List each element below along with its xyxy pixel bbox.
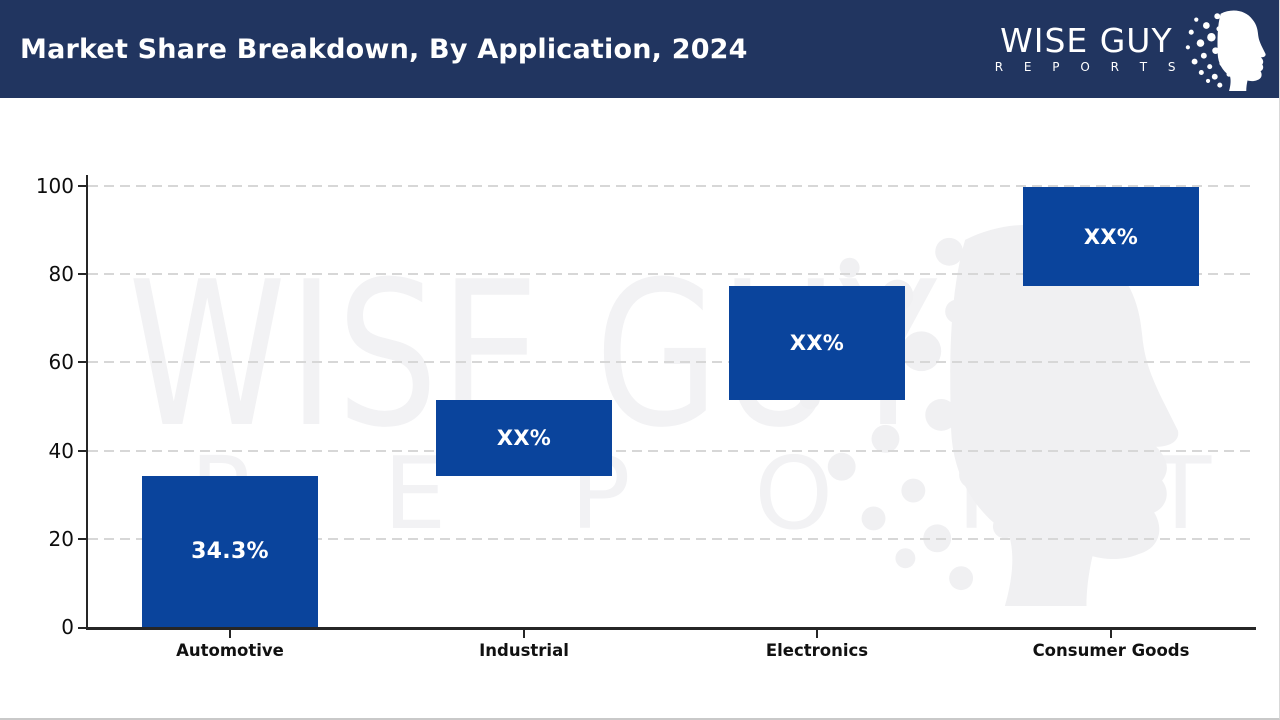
brand-logo: WISE GUY R E P O R T S xyxy=(989,6,1266,92)
gridline-60 xyxy=(88,361,1255,363)
x-axis-line xyxy=(86,627,1256,630)
x-tick xyxy=(1110,630,1112,638)
y-tick-label: 100 xyxy=(35,174,74,198)
y-tick-label: 60 xyxy=(48,350,74,374)
bar-electronics: XX% xyxy=(729,286,905,400)
y-axis-line xyxy=(86,175,88,627)
y-tick xyxy=(78,273,86,275)
page-title: Market Share Breakdown, By Application, … xyxy=(20,33,748,65)
plot-area: WISE GUY R E P O R T S 100 80 60 40 20 0… xyxy=(0,98,1279,718)
y-tick-label: 40 xyxy=(48,439,74,463)
header: Market Share Breakdown, By Application, … xyxy=(0,0,1279,98)
bar-industrial: XX% xyxy=(436,400,612,476)
x-label-electronics: Electronics xyxy=(765,641,869,660)
gridline-80 xyxy=(88,273,1255,275)
x-tick xyxy=(229,630,231,638)
y-tick-label: 0 xyxy=(61,615,74,639)
y-tick xyxy=(78,185,86,187)
brand-wordmark: WISE GUY xyxy=(1000,20,1173,60)
y-tick-label: 20 xyxy=(48,527,74,551)
x-label-industrial: Industrial xyxy=(479,641,569,660)
brand-subtext: R E P O R T S xyxy=(994,60,1184,75)
gridline-20 xyxy=(88,538,1255,540)
x-label-automotive: Automotive xyxy=(176,641,284,660)
gridline-40 xyxy=(88,450,1255,452)
y-tick xyxy=(78,538,86,540)
y-tick xyxy=(78,361,86,363)
y-tick xyxy=(78,627,86,629)
bar-value-label: XX% xyxy=(1083,224,1139,249)
bar-value-label: 34.3% xyxy=(191,539,269,564)
gridline-100 xyxy=(88,185,1255,187)
bar-value-label: XX% xyxy=(496,426,552,450)
y-tick xyxy=(78,450,86,452)
y-tick-label: 80 xyxy=(48,262,74,286)
bar-automotive: 34.3% xyxy=(142,476,318,627)
brand-logo-text: WISE GUY R E P O R T S xyxy=(989,20,1184,75)
brand-head-icon xyxy=(1182,6,1266,92)
x-label-consumer-goods: Consumer Goods xyxy=(1032,641,1190,660)
x-tick xyxy=(523,630,525,638)
bar-consumer-goods: XX% xyxy=(1023,187,1199,286)
bar-value-label: XX% xyxy=(789,331,845,355)
x-tick xyxy=(816,630,818,638)
